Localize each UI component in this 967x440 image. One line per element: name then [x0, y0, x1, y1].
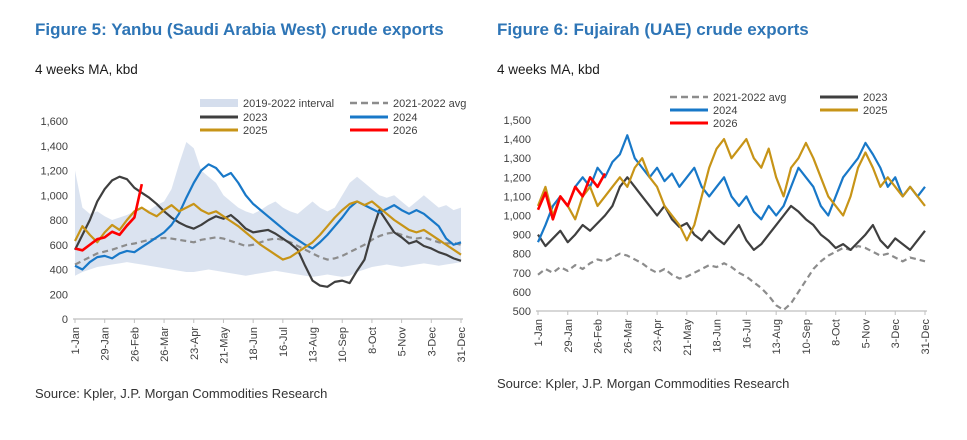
legend-label: 2023	[863, 92, 887, 104]
y-tick-label: 1,400	[503, 134, 531, 146]
y-tick-label: 1,600	[40, 116, 68, 128]
series-2021-2022 avg	[537, 244, 926, 312]
x-tick-label: 18-Jun	[712, 319, 724, 353]
legend-label: 2026	[713, 118, 737, 130]
y-tick-label: 1,300	[503, 153, 531, 165]
y-tick-label: 1,500	[503, 115, 531, 127]
y-tick-label: 1,000	[503, 211, 531, 223]
x-tick-label: 13-Aug	[771, 319, 783, 354]
x-tick-label: 29-Jan	[563, 319, 575, 353]
x-tick-label: 5-Nov	[860, 319, 872, 349]
series-2025	[536, 137, 926, 242]
y-tick-label: 600	[513, 287, 531, 299]
legend-label: 2024	[393, 112, 417, 124]
y-tick-label: 600	[50, 240, 68, 252]
series-2026	[74, 183, 144, 252]
y-tick-label: 800	[50, 215, 68, 227]
y-tick-label: 400	[50, 265, 68, 277]
fujairah-exports-chart: 1-Jan 29-Jan 26-Feb 26-Mar 23-Apr 21-May 18-Ju…	[503, 92, 932, 356]
yanbu-exports-chart: 1-Jan 29-Jan 26-Feb 26-Mar 23-Apr 21-May 18-Ju…	[40, 98, 468, 364]
legend-label: 2024	[713, 105, 737, 117]
figure-6-source: Source: Kpler, J.P. Morgan Commodities R…	[497, 376, 790, 391]
x-tick-label: 23-Apr	[652, 319, 664, 352]
x-tick-label: 3-Dec	[890, 319, 902, 349]
legend-label: 2019-2022 interval	[243, 98, 334, 110]
figure-5-subtitle: 4 weeks MA, kbd	[35, 62, 138, 77]
x-tick-label: 29-Jan	[100, 327, 112, 361]
legend-label: 2021-2022 avg	[393, 98, 466, 110]
x-tick-label: 31-Dec	[920, 319, 932, 355]
y-tick-label: 800	[513, 249, 531, 261]
legend-label: 2025	[863, 105, 887, 117]
x-tick-label: 21-May	[218, 327, 230, 364]
x-tick-label: 3-Dec	[426, 327, 438, 357]
x-tick-label: 5-Nov	[397, 327, 409, 357]
y-tick-label: 200	[50, 289, 68, 301]
legend-swatch-interval	[200, 99, 238, 107]
series-2026	[536, 172, 607, 221]
interval-band	[75, 142, 461, 277]
x-tick-label: 13-Aug	[308, 327, 320, 362]
series-2023	[537, 176, 926, 251]
series-2024	[536, 134, 926, 243]
x-tick-label: 21-May	[682, 319, 694, 356]
x-tick-label: 16-Jul	[278, 327, 290, 357]
y-tick-label: 500	[513, 306, 531, 318]
x-tick-label: 18-Jun	[248, 327, 260, 361]
figure-5: Figure 5: Yanbu (Saudi Arabia West) crud…	[35, 18, 480, 402]
x-tick-label: 26-Mar	[622, 319, 634, 354]
y-tick-label: 900	[513, 230, 531, 242]
y-tick-label: 0	[62, 314, 68, 326]
x-tick-label: 23-Apr	[189, 327, 201, 360]
x-tick-label: 31-Dec	[456, 327, 468, 363]
x-tick-label: 8-Oct	[367, 327, 379, 354]
x-tick-label: 1-Jan	[70, 327, 82, 355]
series-2024	[74, 163, 462, 271]
figure-5-title: Figure 5: Yanbu (Saudi Arabia West) crud…	[35, 20, 444, 39]
y-tick-label: 1,200	[503, 172, 531, 184]
legend-label: 2021-2022 avg	[713, 92, 786, 104]
x-tick-label: 1-Jan	[533, 319, 545, 347]
figure-6-title: Figure 6: Fujairah (UAE) crude exports	[497, 20, 809, 39]
legend-label: 2023	[243, 112, 267, 124]
x-tick-label: 26-Feb	[593, 319, 605, 354]
legend-label: 2026	[393, 125, 417, 137]
x-tick-label: 10-Sep	[337, 327, 349, 362]
legend-label: 2025	[243, 125, 267, 137]
x-tick-label: 8-Oct	[831, 319, 843, 346]
x-tick-label: 10-Sep	[801, 319, 813, 354]
figure-6-subtitle: 4 weeks MA, kbd	[497, 62, 600, 77]
y-tick-label: 1,200	[40, 166, 68, 178]
y-tick-label: 1,400	[40, 141, 68, 153]
x-tick-label: 26-Mar	[159, 327, 171, 362]
y-tick-label: 700	[513, 268, 531, 280]
y-tick-label: 1,000	[40, 190, 68, 202]
figure-6: Figure 6: Fujairah (UAE) crude exports 4…	[497, 18, 959, 392]
x-tick-label: 26-Feb	[129, 327, 141, 362]
series-2025	[74, 200, 462, 261]
y-tick-label: 1,100	[503, 191, 531, 203]
x-tick-label: 16-Jul	[741, 319, 753, 349]
figure-5-source: Source: Kpler, J.P. Morgan Commodities R…	[35, 386, 328, 401]
